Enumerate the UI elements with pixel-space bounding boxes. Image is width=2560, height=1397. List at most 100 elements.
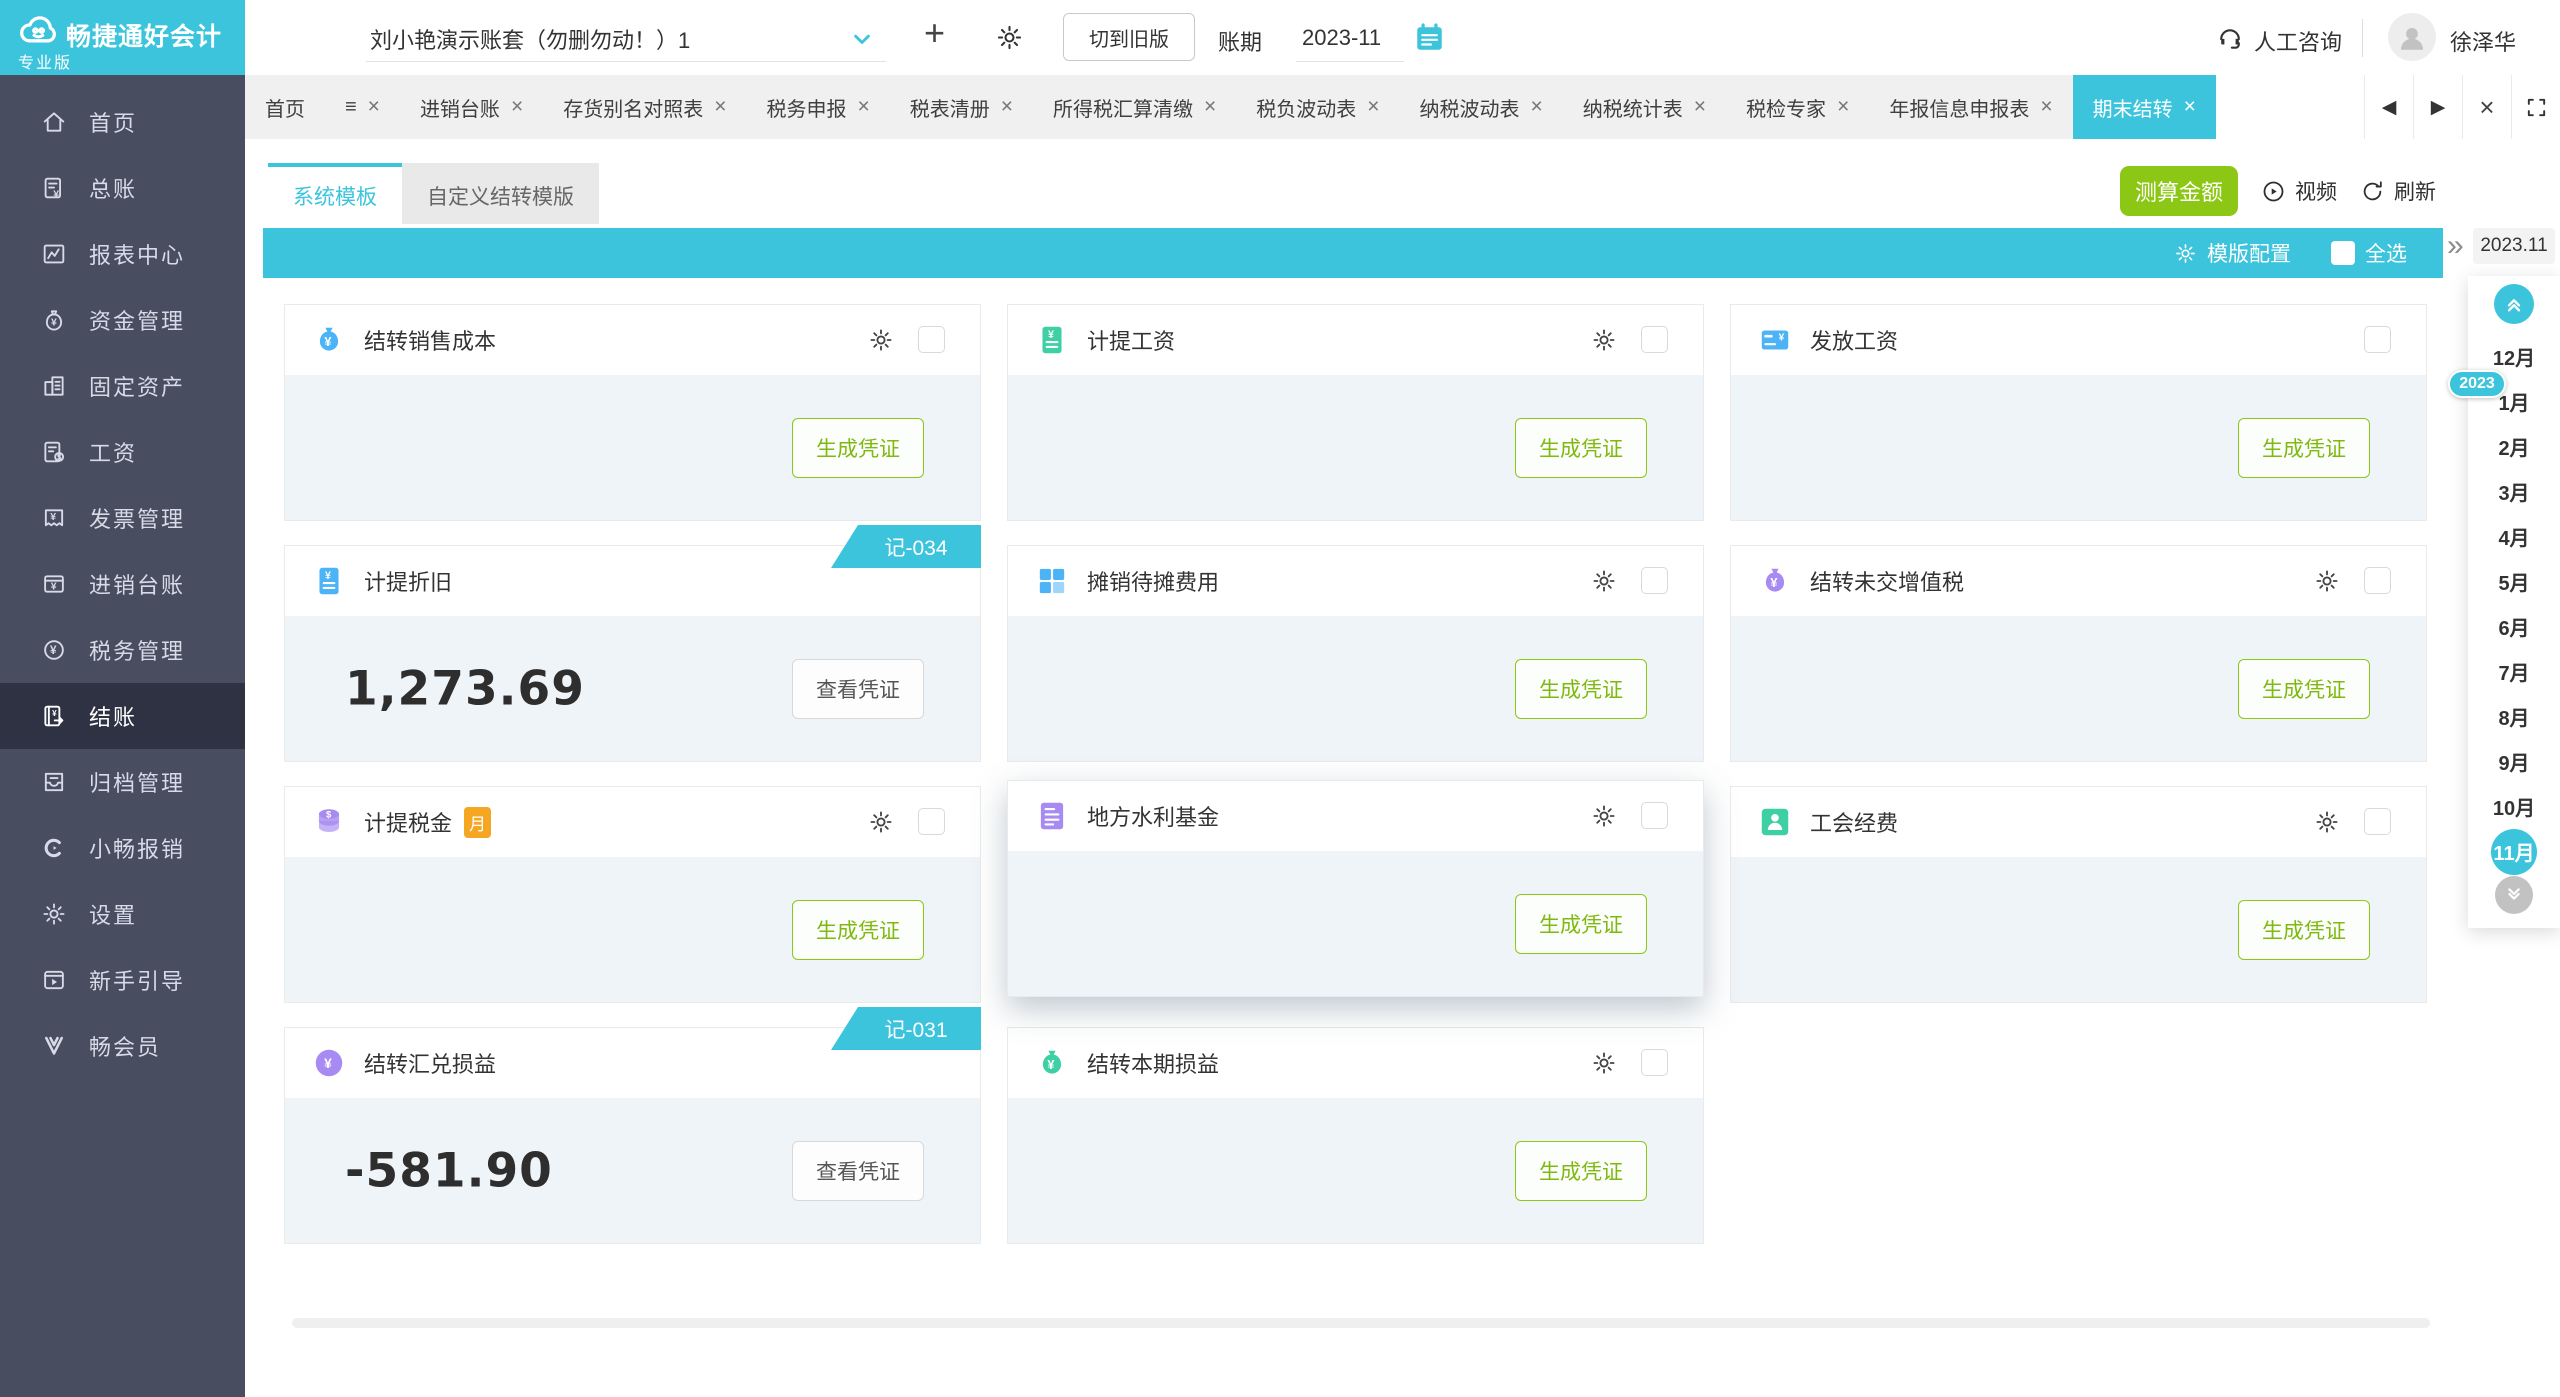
card-action-button[interactable]: 生成凭证 xyxy=(792,417,924,478)
period-value[interactable]: 2023-11 xyxy=(1302,25,1382,50)
card-action-button[interactable]: 生成凭证 xyxy=(2238,899,2370,960)
plus-icon[interactable]: + xyxy=(924,12,946,53)
switch-old-version-button[interactable]: 切到旧版 xyxy=(1063,13,1195,61)
period-display[interactable]: 2023.11 xyxy=(2473,228,2555,264)
card-action-button[interactable]: 生成凭证 xyxy=(2238,417,2370,478)
gear-icon[interactable] xyxy=(994,22,1025,53)
card-checkbox[interactable] xyxy=(1641,802,1668,829)
avatar[interactable] xyxy=(2388,13,2436,61)
sidebar-item-report[interactable]: 报表中心 xyxy=(0,221,245,287)
tab[interactable]: 存货别名对照表 × xyxy=(543,75,746,139)
card-action-button[interactable]: 生成凭证 xyxy=(792,899,924,960)
sidebar-item-funds[interactable]: ¥ 资金管理 xyxy=(0,287,245,353)
tab[interactable]: 首页 xyxy=(245,75,325,139)
sidebar-item-closing[interactable]: ¥ 结账 xyxy=(0,683,245,749)
card-action-button[interactable]: 查看凭证 xyxy=(792,1140,924,1201)
sidebar-item-guide[interactable]: 新手引导 xyxy=(0,947,245,1013)
close-icon[interactable]: × xyxy=(2183,95,2196,118)
close-icon[interactable]: × xyxy=(1367,95,1380,118)
close-icon[interactable]: × xyxy=(1530,95,1543,118)
month-item[interactable]: 8月 xyxy=(2498,708,2530,730)
account-selector[interactable]: 刘小艳演示账套（勿删勿动！）1 xyxy=(370,28,691,53)
subtab-custom-template[interactable]: 自定义结转模版 xyxy=(402,163,599,224)
voucher-ribbon[interactable]: 记-031 xyxy=(831,1007,981,1050)
card-settings-icon[interactable] xyxy=(2313,808,2341,836)
sidebar-item-purchase[interactable]: ¥ 进销台账 xyxy=(0,551,245,617)
month-item[interactable]: 2月 xyxy=(2498,438,2530,460)
card-checkbox[interactable] xyxy=(918,808,945,835)
measure-amount-button[interactable]: 测算金额 xyxy=(2120,166,2238,216)
month-item[interactable]: 7月 xyxy=(2498,663,2530,685)
tab-close-all-icon[interactable]: × xyxy=(2462,75,2511,139)
card-settings-icon[interactable] xyxy=(867,808,895,836)
month-item[interactable]: 12月 xyxy=(2492,348,2536,370)
sidebar-item-archive[interactable]: 归档管理 xyxy=(0,749,245,815)
horizontal-scrollbar[interactable] xyxy=(292,1318,2430,1328)
video-button[interactable]: 视频 xyxy=(2260,176,2337,206)
card-action-button[interactable]: 查看凭证 xyxy=(792,658,924,719)
card-settings-icon[interactable] xyxy=(2313,567,2341,595)
user-name[interactable]: 徐泽华 xyxy=(2450,30,2517,55)
tab[interactable]: 期末结转 × xyxy=(2072,75,2216,139)
sidebar-item-member[interactable]: 畅会员 xyxy=(0,1013,245,1079)
card-checkbox[interactable] xyxy=(918,326,945,353)
year-badge[interactable]: 2023 xyxy=(2448,370,2506,398)
month-item[interactable]: 6月 xyxy=(2498,618,2530,640)
collapse-rail-icon[interactable]: » xyxy=(2447,229,2464,262)
tab[interactable]: 税务申报 × xyxy=(746,75,889,139)
tab[interactable]: ≡ × xyxy=(325,75,400,139)
month-item[interactable]: 1月 xyxy=(2498,393,2530,415)
close-icon[interactable]: × xyxy=(714,95,727,118)
tab-scroll-right-icon[interactable]: ▶ xyxy=(2413,75,2462,139)
month-item[interactable]: 11月 xyxy=(2491,828,2537,875)
sidebar-item-tax[interactable]: ¥ 税务管理 xyxy=(0,617,245,683)
calendar-icon[interactable] xyxy=(1412,20,1447,55)
card-settings-icon[interactable] xyxy=(867,326,895,354)
card-settings-icon[interactable] xyxy=(1590,326,1618,354)
support-link[interactable]: 人工咨询 xyxy=(2254,30,2343,55)
card-action-button[interactable]: 生成凭证 xyxy=(2238,658,2370,719)
month-item[interactable]: 3月 xyxy=(2498,483,2530,505)
chevron-down-icon[interactable] xyxy=(848,25,876,53)
tab[interactable]: 进销台账 × xyxy=(400,75,543,139)
tab[interactable]: 税负波动表 × xyxy=(1236,75,1399,139)
month-item[interactable]: 5月 xyxy=(2498,573,2530,595)
sidebar-item-payroll[interactable]: $ 工资 xyxy=(0,419,245,485)
voucher-ribbon[interactable]: 记-034 xyxy=(831,525,981,568)
card-action-button[interactable]: 生成凭证 xyxy=(1515,1140,1647,1201)
card-action-button[interactable]: 生成凭证 xyxy=(1515,417,1647,478)
sidebar-item-settings[interactable]: 设置 xyxy=(0,881,245,947)
close-icon[interactable]: × xyxy=(1204,95,1217,118)
tab[interactable]: 纳税波动表 × xyxy=(1400,75,1563,139)
refresh-button[interactable]: 刷新 xyxy=(2359,176,2436,206)
month-item[interactable]: 10月 xyxy=(2492,798,2536,820)
expand-icon[interactable] xyxy=(2511,75,2560,139)
tab-scroll-left-icon[interactable]: ◀ xyxy=(2364,75,2413,139)
select-all-label[interactable]: 全选 xyxy=(2365,243,2407,266)
close-icon[interactable]: × xyxy=(510,95,524,118)
template-config-label[interactable]: 模版配置 xyxy=(2207,243,2291,266)
card-action-button[interactable]: 生成凭证 xyxy=(1515,893,1647,954)
card-checkbox[interactable] xyxy=(2364,808,2391,835)
close-icon[interactable]: × xyxy=(2040,95,2053,118)
subtab-system-template[interactable]: 系统模板 xyxy=(268,163,402,224)
card-settings-icon[interactable] xyxy=(1590,567,1618,595)
month-item[interactable]: 9月 xyxy=(2498,753,2530,775)
sidebar-item-home[interactable]: 首页 xyxy=(0,89,245,155)
card-settings-icon[interactable] xyxy=(1590,802,1618,830)
card-checkbox[interactable] xyxy=(1641,1049,1668,1076)
tab[interactable]: 所得税汇算清缴 × xyxy=(1033,75,1236,139)
card-checkbox[interactable] xyxy=(1641,326,1668,353)
close-icon[interactable]: × xyxy=(1837,95,1850,118)
card-settings-icon[interactable] xyxy=(1590,1049,1618,1077)
card-checkbox[interactable] xyxy=(2364,326,2391,353)
sidebar-item-assets[interactable]: 固定资产 xyxy=(0,353,245,419)
sidebar-item-ledger[interactable]: ¥ 总账 xyxy=(0,155,245,221)
sidebar-item-invoice[interactable]: ¥ 发票管理 xyxy=(0,485,245,551)
month-item[interactable]: 4月 xyxy=(2498,528,2530,550)
card-checkbox[interactable] xyxy=(2364,567,2391,594)
select-all-checkbox[interactable] xyxy=(2331,241,2355,265)
tab[interactable]: 纳税统计表 × xyxy=(1563,75,1726,139)
card-action-button[interactable]: 生成凭证 xyxy=(1515,658,1647,719)
scroll-months-down-icon[interactable] xyxy=(2495,876,2533,914)
